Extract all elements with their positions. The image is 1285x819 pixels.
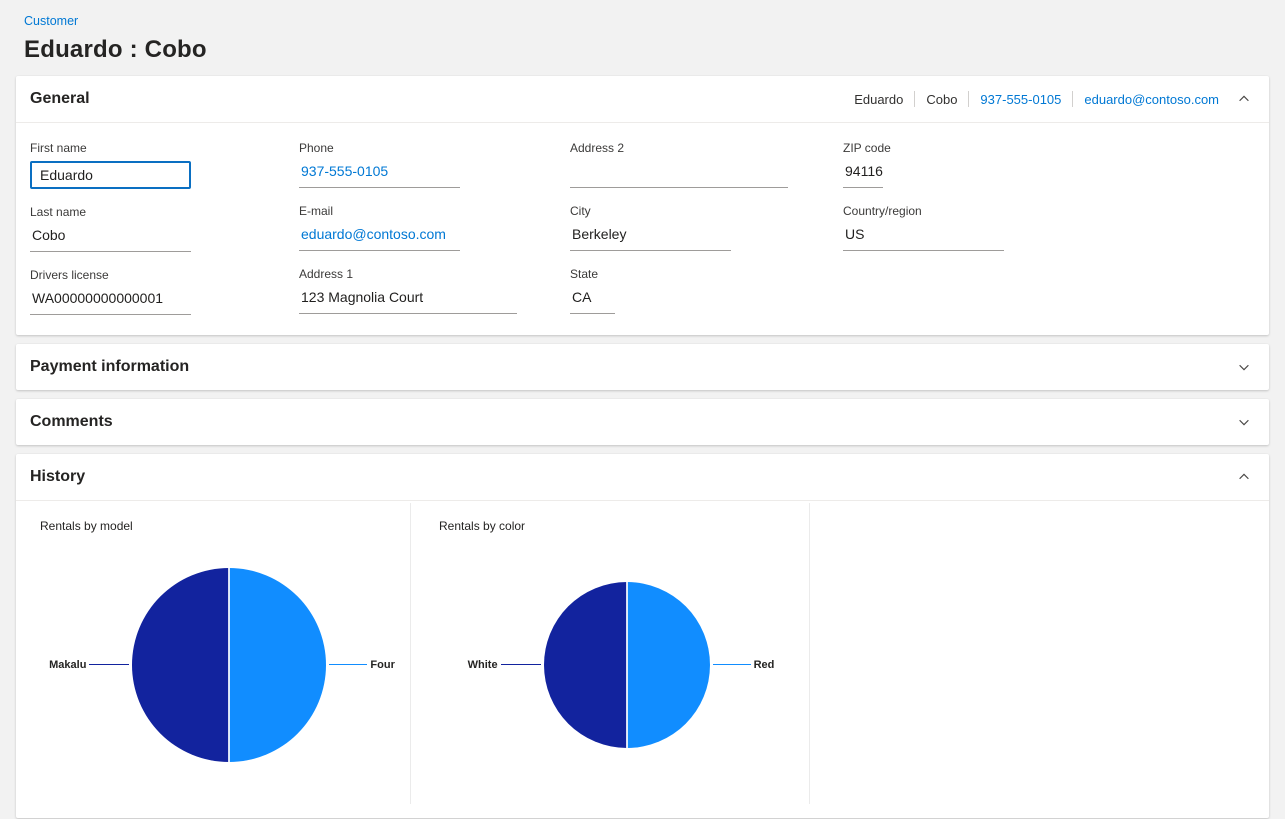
phone-input[interactable]: 937-555-0105 — [299, 161, 460, 188]
summary-last-name: Cobo — [926, 91, 958, 107]
page-header: Customer Eduardo : Cobo — [0, 0, 1285, 76]
chevron-up-icon[interactable] — [1237, 92, 1251, 106]
general-section-header[interactable]: General Eduardo Cobo 937-555-0105 eduard… — [16, 76, 1269, 122]
phone-label: Phone — [299, 141, 334, 155]
pie-slice-label: White — [467, 658, 498, 671]
history-section: History Rentals by model Makalu Four Ren… — [16, 454, 1269, 818]
summary-divider — [1072, 91, 1074, 107]
rentals-by-model-chart: Rentals by model Makalu Four — [30, 503, 411, 804]
country-input[interactable]: US — [843, 224, 1004, 251]
field-first-name: First name — [30, 141, 299, 189]
address2-input[interactable] — [570, 161, 788, 188]
field-phone: Phone 937-555-0105 — [299, 141, 570, 188]
address2-label: Address 2 — [570, 141, 625, 155]
chart-title: Rentals by color — [439, 519, 526, 533]
field-zip: ZIP code 94116 — [843, 141, 1255, 188]
field-column-4: ZIP code 94116 Country/region US — [843, 125, 1255, 315]
field-column-1: First name Last name Cobo Drivers licens… — [30, 125, 299, 315]
drivers-license-input[interactable]: WA00000000000001 — [30, 288, 191, 315]
page-title: Eduardo : Cobo — [24, 36, 207, 63]
last-name-input[interactable]: Cobo — [30, 225, 191, 252]
history-section-header[interactable]: History — [16, 454, 1269, 500]
city-input[interactable]: Berkeley — [570, 224, 731, 251]
summary-email-link[interactable]: eduardo@contoso.com — [1084, 91, 1219, 107]
payment-section-title: Payment information — [30, 358, 190, 375]
history-charts: Rentals by model Makalu Four Rentals by … — [16, 500, 1269, 818]
first-name-input[interactable] — [30, 161, 191, 189]
pie-slice-label: Red — [753, 658, 775, 671]
pie-slice-label: Four — [370, 658, 395, 671]
address1-label: Address 1 — [299, 267, 354, 281]
first-name-label: First name — [30, 141, 87, 155]
last-name-label: Last name — [30, 205, 87, 219]
field-email: E-mail eduardo@contoso.com — [299, 204, 570, 251]
callout-line — [89, 664, 130, 665]
rentals-by-color-chart: Rentals by color White Red — [429, 503, 810, 804]
chart-title: Rentals by model — [40, 519, 133, 533]
callout-line — [500, 664, 541, 665]
chevron-down-icon[interactable] — [1237, 415, 1251, 429]
chevron-down-icon[interactable] — [1237, 360, 1251, 374]
country-label: Country/region — [843, 204, 922, 218]
field-address2: Address 2 — [570, 141, 843, 188]
breadcrumb[interactable]: Customer — [24, 14, 79, 28]
field-city: City Berkeley — [570, 204, 843, 251]
payment-section: Payment information — [16, 344, 1269, 390]
chevron-up-icon[interactable] — [1237, 470, 1251, 484]
callout-line — [329, 664, 368, 665]
history-section-title: History — [30, 468, 86, 485]
comments-section-header[interactable]: Comments — [16, 399, 1269, 445]
general-fields: First name Last name Cobo Drivers licens… — [16, 122, 1269, 335]
field-drivers-license: Drivers license WA00000000000001 — [30, 268, 299, 315]
field-last-name: Last name Cobo — [30, 205, 299, 252]
state-label: State — [570, 267, 599, 281]
pie-chart[interactable] — [543, 581, 710, 748]
summary-divider — [968, 91, 970, 107]
zip-input[interactable]: 94116 — [843, 161, 883, 188]
field-address1: Address 1 123 Magnolia Court — [299, 267, 570, 314]
field-column-2: Phone 937-555-0105 E-mail eduardo@contos… — [299, 125, 570, 315]
field-state: State CA — [570, 267, 843, 314]
summary-divider — [914, 91, 916, 107]
summary-first-name: Eduardo — [854, 91, 904, 107]
pie-chart-body: Makalu Four — [40, 533, 404, 796]
drivers-license-label: Drivers license — [30, 268, 109, 282]
comments-section: Comments — [16, 399, 1269, 445]
email-input[interactable]: eduardo@contoso.com — [299, 224, 460, 251]
city-label: City — [570, 204, 591, 218]
pie-chart-body: White Red — [439, 533, 803, 796]
email-label: E-mail — [299, 204, 334, 218]
general-section-title: General — [30, 90, 90, 107]
callout-line — [712, 664, 751, 665]
comments-section-title: Comments — [30, 413, 113, 430]
pie-chart[interactable] — [132, 567, 327, 762]
pie-slice-label: Makalu — [49, 658, 87, 671]
state-input[interactable]: CA — [570, 287, 615, 314]
general-section: General Eduardo Cobo 937-555-0105 eduard… — [16, 76, 1269, 335]
summary-phone-link[interactable]: 937-555-0105 — [980, 91, 1062, 107]
address1-input[interactable]: 123 Magnolia Court — [299, 287, 517, 314]
payment-section-header[interactable]: Payment information — [16, 344, 1269, 390]
field-country: Country/region US — [843, 204, 1255, 251]
field-column-3: Address 2 City Berkeley State CA — [570, 125, 843, 315]
general-summary: Eduardo Cobo 937-555-0105 eduardo@contos… — [854, 91, 1219, 107]
zip-label: ZIP code — [843, 141, 891, 155]
